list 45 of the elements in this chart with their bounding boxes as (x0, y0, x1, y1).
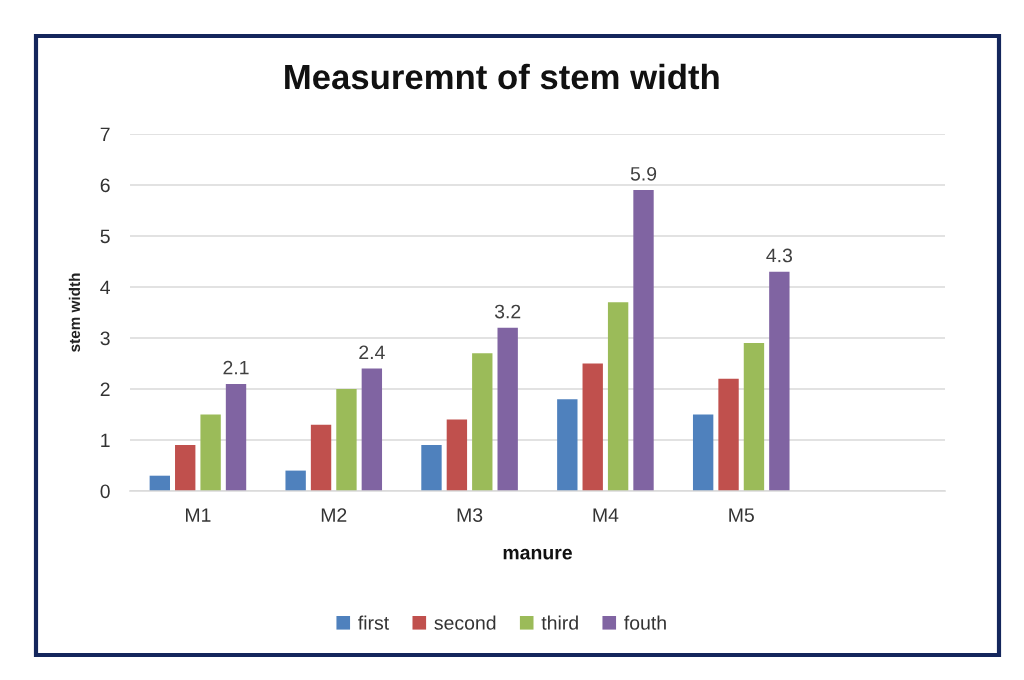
bar (285, 470, 306, 491)
y-tick-label: 3 (100, 331, 110, 346)
bar (497, 327, 518, 491)
legend-label: first (358, 615, 390, 630)
bar (607, 302, 629, 491)
y-tick-label: 4 (100, 280, 110, 295)
legend-label: fouth (624, 615, 666, 630)
bar (769, 271, 790, 491)
data-label: 2.1 (223, 360, 249, 375)
y-tick-label: 0 (100, 484, 110, 499)
x-tick-label: M2 (321, 508, 347, 522)
bar (361, 368, 383, 491)
bar (633, 190, 654, 491)
y-tick-label: 6 (100, 178, 110, 193)
x-tick-label: M4 (593, 508, 619, 522)
data-label: 5.9 (630, 166, 657, 181)
data-label: 3.2 (494, 304, 521, 319)
y-axis-title: stem width (68, 273, 81, 352)
bar (692, 414, 714, 491)
bar (175, 445, 196, 491)
x-tick-label: M3 (457, 508, 483, 522)
bar (149, 475, 170, 491)
legend-label: third (541, 615, 578, 630)
bar (200, 414, 221, 491)
y-tick-label: 2 (100, 382, 110, 397)
legend-label: second (434, 615, 496, 630)
x-tick-label: M1 (186, 508, 211, 522)
y-tick-label: 5 (100, 229, 110, 244)
bar (446, 419, 468, 491)
bar (582, 363, 603, 491)
bar (718, 378, 739, 491)
bar (743, 343, 765, 491)
bar (421, 445, 442, 491)
x-axis-title: manure (503, 548, 572, 560)
y-tick-label: 7 (100, 127, 110, 142)
data-label: 4.3 (766, 248, 793, 263)
bar (472, 353, 493, 491)
x-tick-label: M5 (729, 508, 754, 522)
chart-title: Measuremnt of stem width (285, 63, 719, 90)
y-tick-label: 1 (101, 433, 110, 448)
bar (557, 399, 578, 491)
bar (225, 383, 247, 491)
bar (336, 389, 357, 491)
bar (310, 424, 332, 491)
data-label: 2.4 (359, 345, 385, 360)
